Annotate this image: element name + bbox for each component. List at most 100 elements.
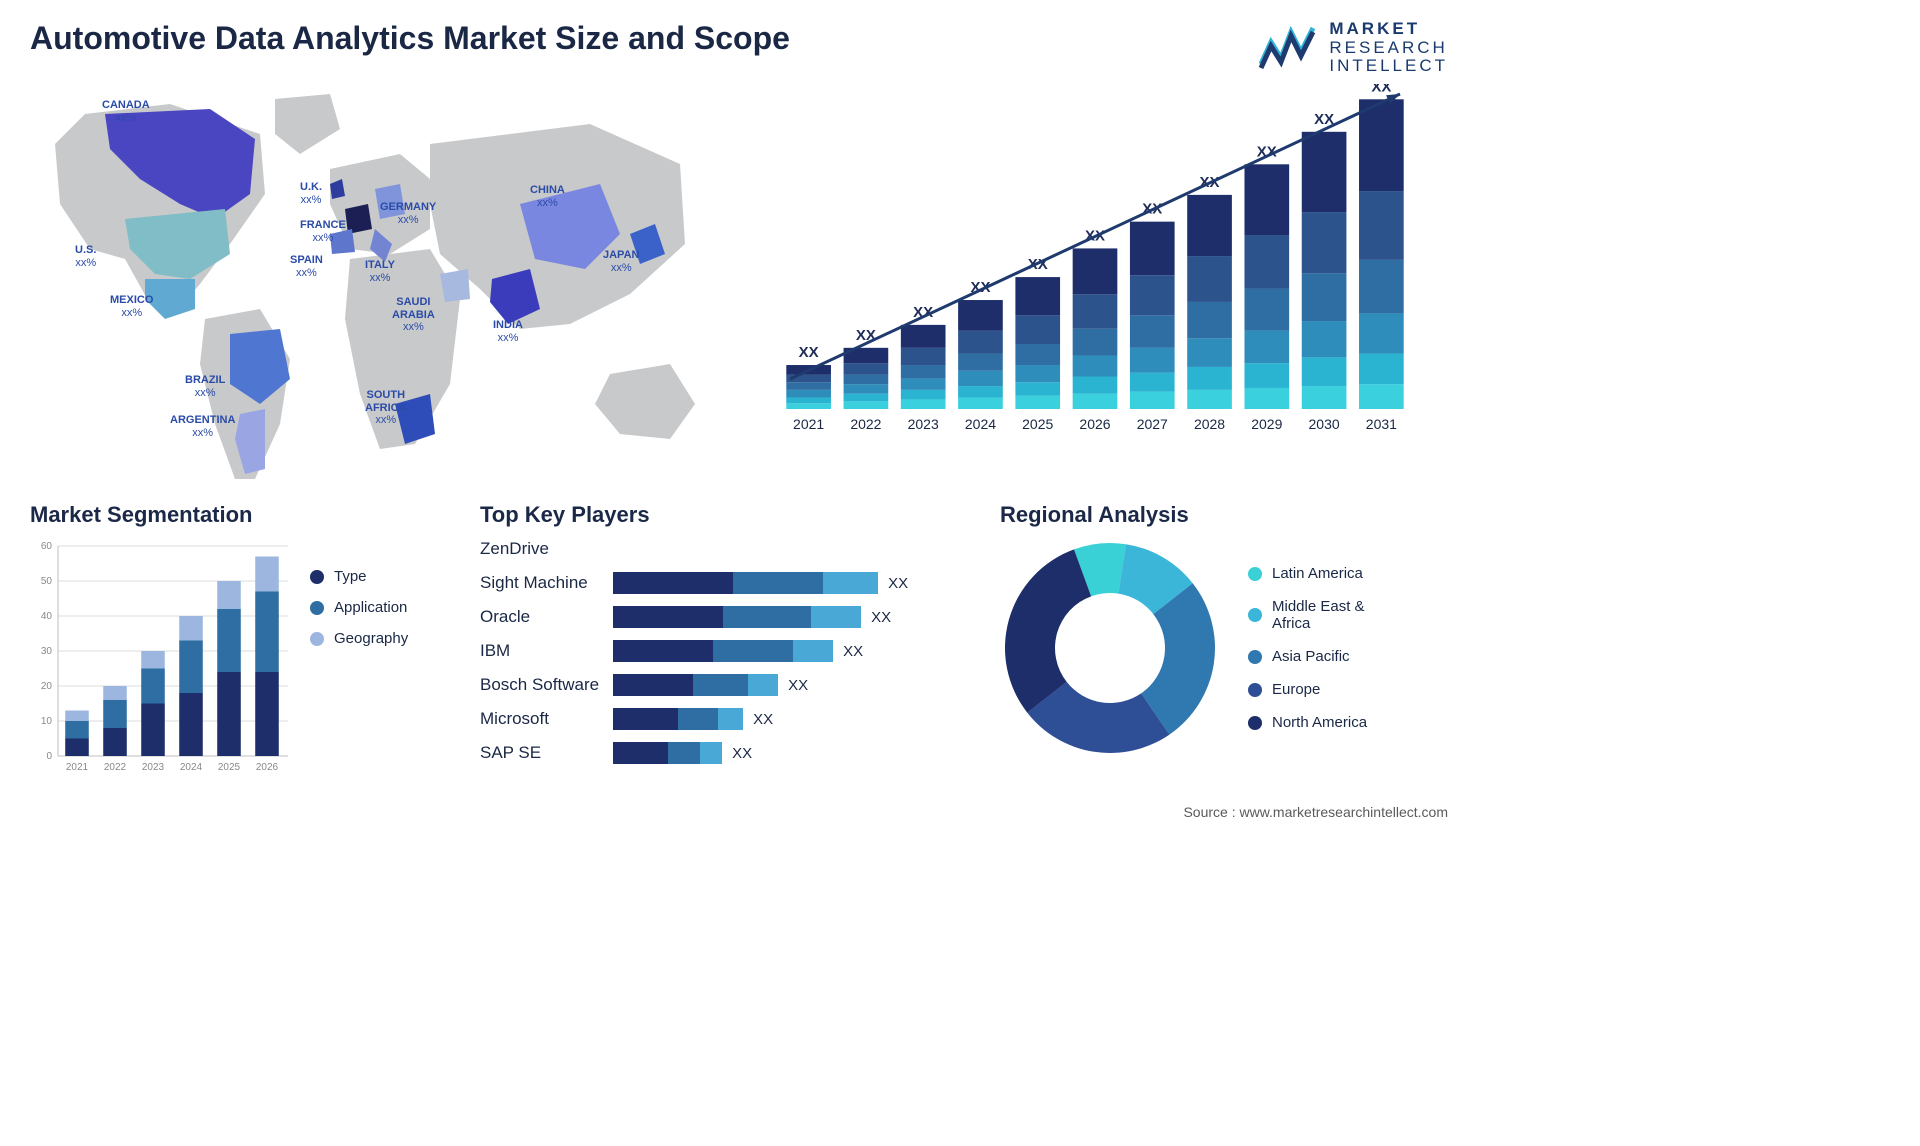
player-bar <box>613 674 778 696</box>
player-value: XX <box>888 575 908 592</box>
player-bar-seg <box>613 674 693 696</box>
page: Automotive Data Analytics Market Size an… <box>0 0 1478 832</box>
legend-dot <box>310 632 324 646</box>
svg-text:2021: 2021 <box>66 762 89 773</box>
svg-text:2030: 2030 <box>1309 416 1340 432</box>
player-bar-row: XX <box>613 572 980 594</box>
player-label: Bosch Software <box>480 674 599 696</box>
map-label: SOUTHAFRICAxx% <box>365 389 407 427</box>
player-bar <box>613 742 722 764</box>
segmentation-panel: Market Segmentation 01020304050602021202… <box>30 502 460 802</box>
svg-text:2026: 2026 <box>1079 416 1110 432</box>
map-label: ITALYxx% <box>365 259 395 284</box>
svg-text:XX: XX <box>1371 84 1391 95</box>
legend-dot <box>1248 650 1262 664</box>
svg-text:2025: 2025 <box>218 762 241 773</box>
player-bar-row: XX <box>613 640 980 662</box>
player-label: Sight Machine <box>480 572 588 594</box>
player-value: XX <box>843 643 863 660</box>
legend-dot <box>310 601 324 615</box>
svg-text:2025: 2025 <box>1022 416 1053 432</box>
legend-dot <box>310 570 324 584</box>
map-label: SAUDIARABIAxx% <box>392 296 435 334</box>
segmentation-legend: TypeApplicationGeography <box>290 538 408 778</box>
player-label: SAP SE <box>480 742 541 764</box>
players-panel: Top Key Players ZenDriveSight MachineOra… <box>480 502 980 802</box>
legend-dot <box>1248 567 1262 581</box>
donut-chart-svg <box>1000 538 1220 758</box>
svg-text:2029: 2029 <box>1251 416 1282 432</box>
map-label: MEXICOxx% <box>110 294 153 319</box>
source-text: Source : www.marketresearchintellect.com <box>1183 804 1448 820</box>
map-label: JAPANxx% <box>603 249 639 274</box>
legend-label: Geography <box>334 630 408 647</box>
map-label: SPAINxx% <box>290 254 323 279</box>
legend-dot <box>1248 608 1262 622</box>
growth-chart: XX2021XX2022XX2023XX2024XX2025XX2026XX20… <box>730 84 1450 494</box>
player-bar-seg <box>613 708 678 730</box>
legend-item: Type <box>310 568 408 585</box>
svg-text:2022: 2022 <box>850 416 881 432</box>
svg-text:40: 40 <box>41 611 53 622</box>
map-label: U.S.xx% <box>75 244 96 269</box>
segmentation-title: Market Segmentation <box>30 502 460 528</box>
svg-text:2021: 2021 <box>793 416 824 432</box>
brand-line-3: INTELLECT <box>1329 57 1448 76</box>
svg-text:2023: 2023 <box>908 416 939 432</box>
svg-text:2026: 2026 <box>256 762 279 773</box>
player-bar-seg <box>678 708 718 730</box>
segmentation-chart-svg: 0102030405060202120222023202420252026 <box>30 538 290 778</box>
svg-text:2024: 2024 <box>180 762 203 773</box>
svg-text:2027: 2027 <box>1137 416 1168 432</box>
legend-item: Middle East & Africa <box>1248 598 1367 632</box>
player-bar-seg <box>693 674 748 696</box>
brand-line-1: MARKET <box>1329 20 1448 39</box>
map-label: CHINAxx% <box>530 184 565 209</box>
legend-label: Middle East & Africa <box>1272 598 1365 632</box>
svg-text:2028: 2028 <box>1194 416 1225 432</box>
svg-text:XX: XX <box>799 344 819 361</box>
legend-item: Latin America <box>1248 565 1367 582</box>
player-bar-seg <box>613 606 723 628</box>
player-bar-row: XX <box>613 606 980 628</box>
brand-logo: MARKET RESEARCH INTELLECT <box>1259 20 1448 76</box>
legend-label: Type <box>334 568 367 585</box>
player-bar <box>613 606 861 628</box>
player-label: IBM <box>480 640 510 662</box>
player-bar-seg <box>748 674 778 696</box>
players-title: Top Key Players <box>480 502 980 528</box>
map-label: U.K.xx% <box>300 181 322 206</box>
svg-text:50: 50 <box>41 576 53 587</box>
player-bar <box>613 640 833 662</box>
legend-item: Asia Pacific <box>1248 648 1367 665</box>
player-value: XX <box>753 711 773 728</box>
svg-text:60: 60 <box>41 541 53 552</box>
player-bar <box>613 572 878 594</box>
player-bar-seg <box>700 742 722 764</box>
player-bar-seg <box>613 742 668 764</box>
player-bar-seg <box>613 640 713 662</box>
legend-item: North America <box>1248 714 1367 731</box>
brand-line-2: RESEARCH <box>1329 39 1448 58</box>
legend-label: Latin America <box>1272 565 1363 582</box>
player-bar-seg <box>713 640 793 662</box>
legend-label: Asia Pacific <box>1272 648 1350 665</box>
legend-label: Europe <box>1272 681 1320 698</box>
player-bar-seg <box>718 708 743 730</box>
svg-text:10: 10 <box>41 716 53 727</box>
top-row: CANADAxx%U.S.xx%MEXICOxx%BRAZILxx%ARGENT… <box>30 84 1448 494</box>
map-label: BRAZILxx% <box>185 374 225 399</box>
player-label: Oracle <box>480 606 530 628</box>
svg-text:2023: 2023 <box>142 762 165 773</box>
player-bar-row: XX <box>613 674 980 696</box>
brand-logo-icon <box>1259 24 1319 72</box>
player-bar-seg <box>613 572 733 594</box>
players-labels: ZenDriveSight MachineOracleIBMBosch Soft… <box>480 538 599 764</box>
players-bars: XXXXXXXXXXXX <box>613 538 980 764</box>
page-title: Automotive Data Analytics Market Size an… <box>30 20 790 57</box>
player-bar-seg <box>668 742 700 764</box>
map-label: FRANCExx% <box>300 219 346 244</box>
growth-chart-svg: XX2021XX2022XX2023XX2024XX2025XX2026XX20… <box>770 84 1450 484</box>
svg-text:20: 20 <box>41 681 53 692</box>
player-value: XX <box>732 745 752 762</box>
